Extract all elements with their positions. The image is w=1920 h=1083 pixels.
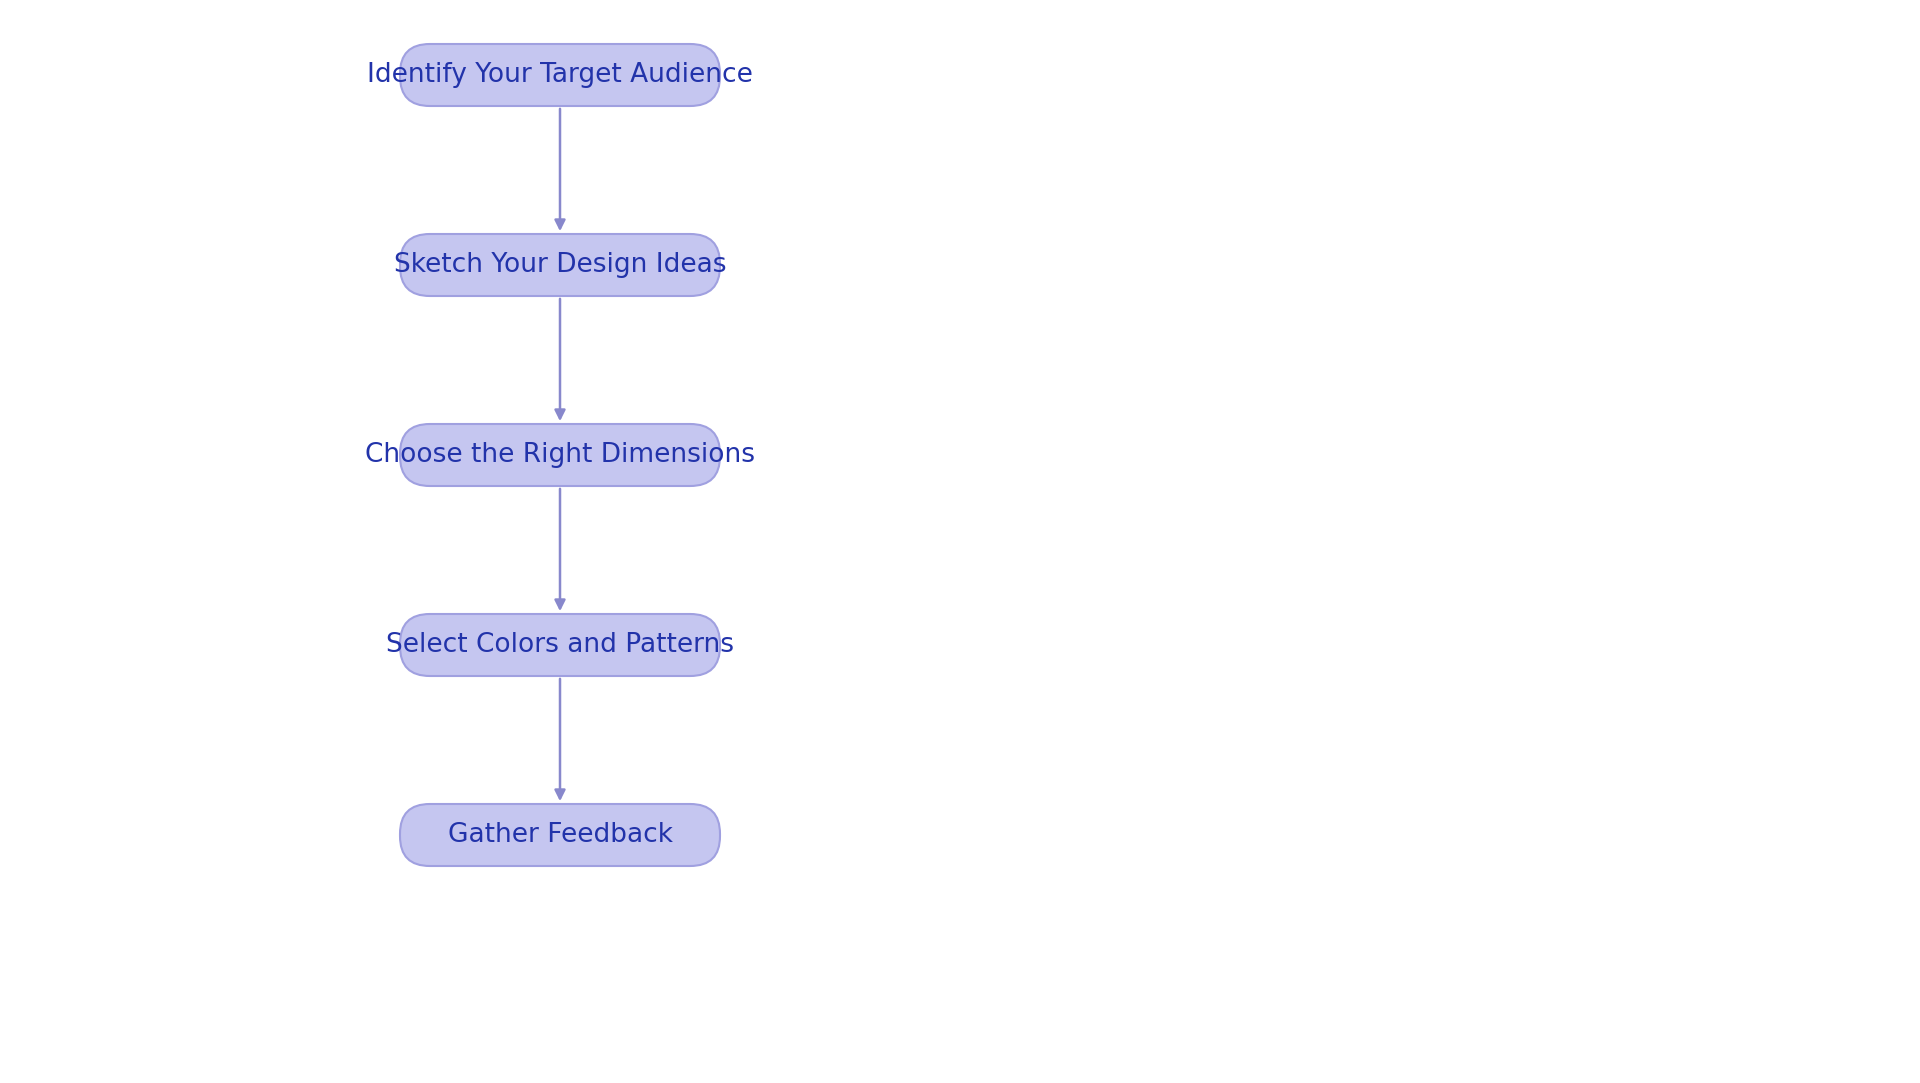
FancyBboxPatch shape xyxy=(399,804,720,866)
Text: Gather Feedback: Gather Feedback xyxy=(447,822,672,848)
FancyBboxPatch shape xyxy=(399,425,720,486)
Text: Select Colors and Patterns: Select Colors and Patterns xyxy=(386,632,733,658)
FancyBboxPatch shape xyxy=(399,614,720,676)
Text: Choose the Right Dimensions: Choose the Right Dimensions xyxy=(365,442,755,468)
Text: Sketch Your Design Ideas: Sketch Your Design Ideas xyxy=(394,252,726,278)
Text: Identify Your Target Audience: Identify Your Target Audience xyxy=(367,62,753,88)
FancyBboxPatch shape xyxy=(399,234,720,296)
FancyBboxPatch shape xyxy=(399,44,720,106)
